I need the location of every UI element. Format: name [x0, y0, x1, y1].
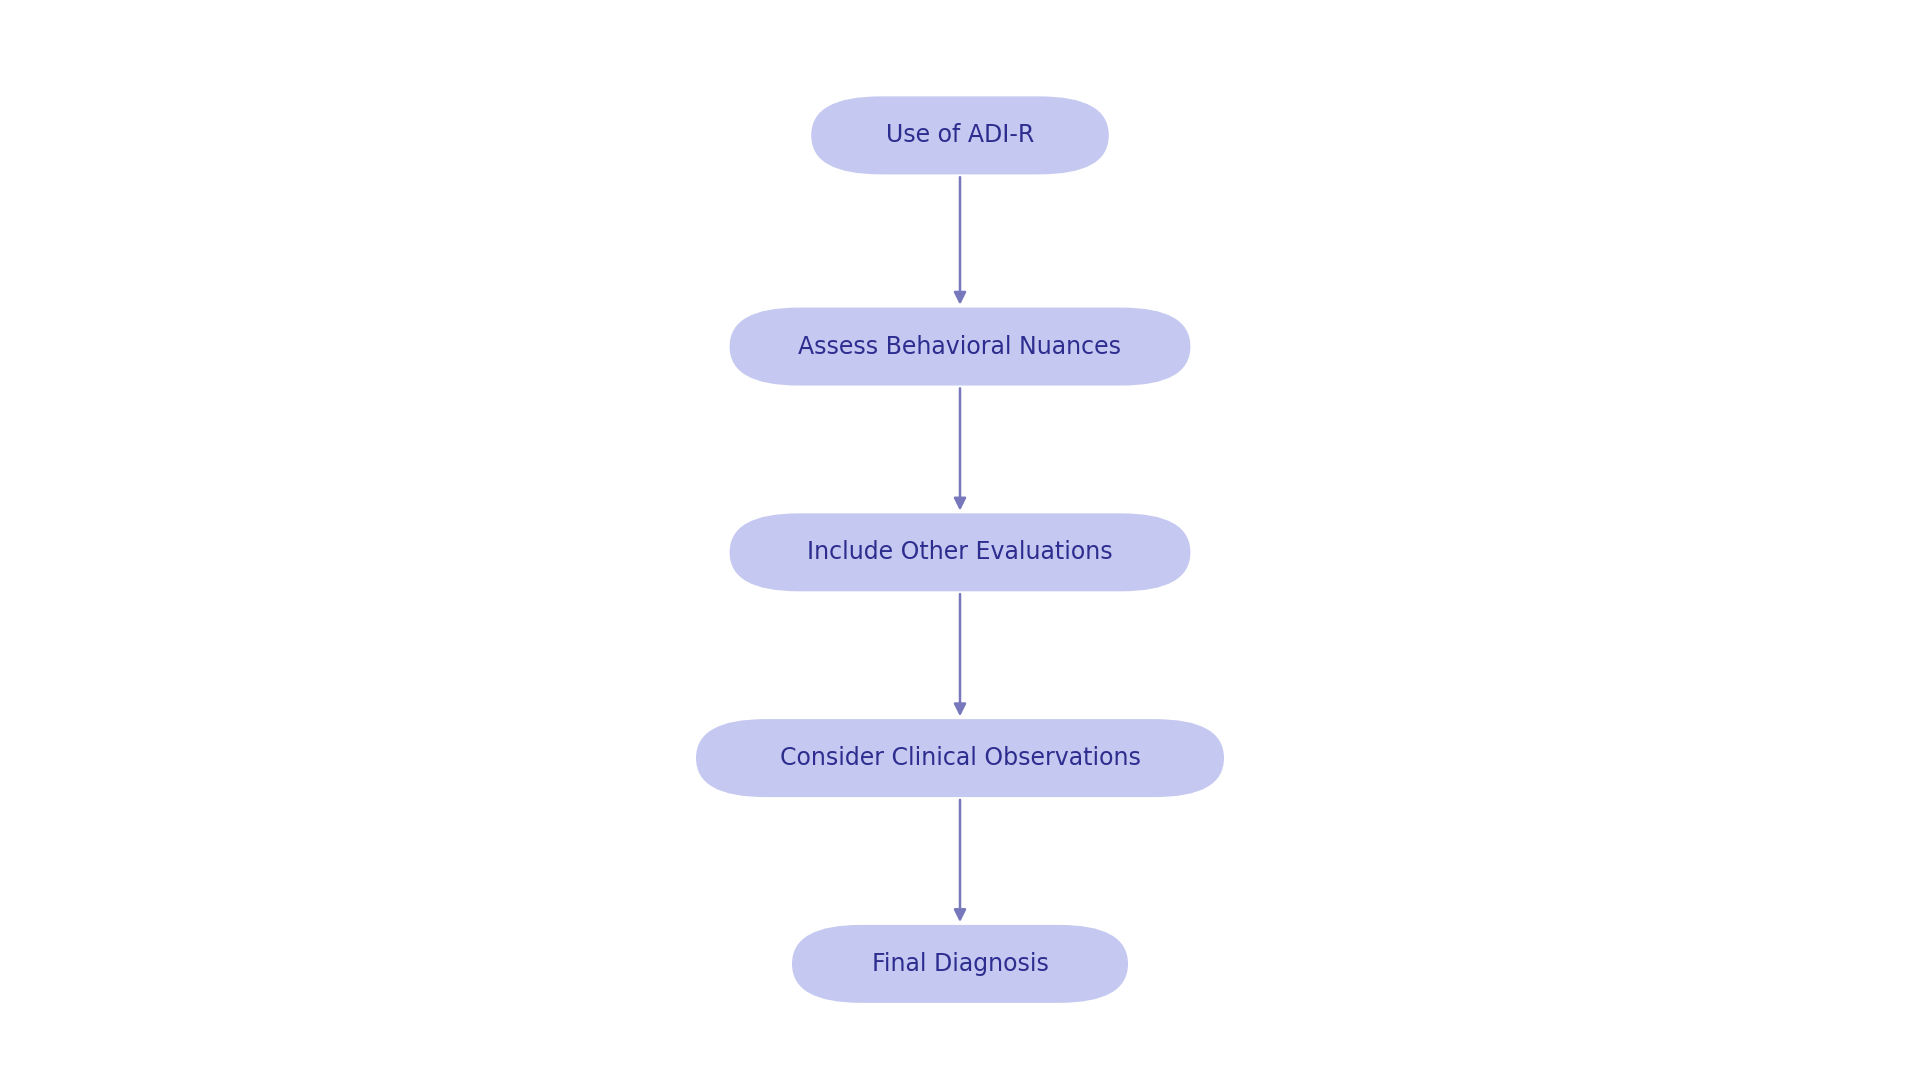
FancyBboxPatch shape	[791, 925, 1127, 1003]
FancyBboxPatch shape	[730, 513, 1190, 591]
Text: Assess Behavioral Nuances: Assess Behavioral Nuances	[799, 335, 1121, 358]
Text: Final Diagnosis: Final Diagnosis	[872, 952, 1048, 976]
Text: Consider Clinical Observations: Consider Clinical Observations	[780, 746, 1140, 770]
Text: Include Other Evaluations: Include Other Evaluations	[806, 540, 1114, 564]
FancyBboxPatch shape	[810, 96, 1110, 174]
Text: Use of ADI-R: Use of ADI-R	[885, 123, 1035, 147]
FancyBboxPatch shape	[695, 719, 1225, 797]
FancyBboxPatch shape	[730, 308, 1190, 386]
